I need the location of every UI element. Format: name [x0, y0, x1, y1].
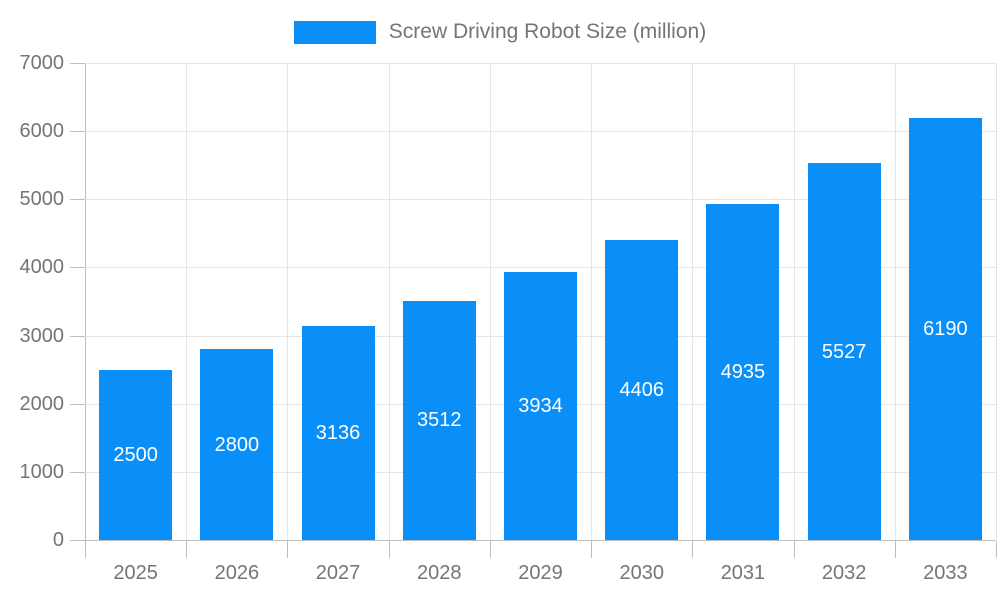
x-tick	[186, 541, 188, 558]
bar-2026: 2800	[200, 349, 274, 540]
v-gridline	[692, 63, 694, 540]
v-gridline	[996, 63, 997, 540]
y-tick	[70, 63, 85, 64]
h-gridline	[85, 131, 996, 133]
h-gridline	[85, 63, 996, 64]
plot-area: 2500 2800 3136 3512 3934 4406 4935 5527 6190	[85, 63, 997, 540]
y-axis-label: 2000	[19, 392, 65, 415]
y-axis-label: 4000	[19, 256, 65, 279]
x-axis-label: 2031	[720, 562, 766, 584]
bar-value-label: 4406	[619, 378, 664, 401]
x-tick	[996, 541, 997, 558]
y-tick	[70, 131, 85, 133]
y-axis-label: 7000	[19, 52, 65, 74]
y-tick	[70, 471, 85, 473]
bar-value-label: 2800	[214, 433, 260, 456]
bar-2032: 5527	[807, 163, 881, 540]
h-gridline	[85, 199, 996, 201]
x-axis-label: 2030	[619, 562, 664, 584]
bar-value-label: 2500	[113, 443, 158, 466]
bar-value-label: 5527	[821, 340, 867, 363]
v-gridline	[186, 63, 188, 540]
bar-value-label: 3136	[315, 422, 361, 445]
bar-value-label: 3512	[417, 409, 462, 432]
bar-value-label: 3934	[518, 394, 563, 417]
x-axis-label: 2029	[518, 562, 563, 584]
bar-2027: 3136	[301, 326, 375, 540]
x-tick	[591, 541, 593, 558]
legend-label: Screw Driving Robot Size (million)	[388, 20, 707, 43]
x-tick	[388, 541, 390, 558]
x-axis-label: 2027	[315, 562, 361, 584]
x-tick	[894, 541, 896, 558]
bar-2030: 4406	[605, 239, 679, 540]
x-axis-label: 2025	[113, 562, 158, 584]
x-axis-label: 2026	[214, 562, 260, 584]
v-gridline	[287, 63, 289, 540]
y-tick	[70, 403, 85, 405]
bar-value-label: 4935	[720, 360, 766, 383]
x-axis-label: 2028	[417, 562, 462, 584]
x-tick	[793, 541, 795, 558]
legend-swatch-icon	[293, 20, 376, 44]
y-axis-label: 5000	[19, 188, 65, 211]
chart-legend: Screw Driving Robot Size (million)	[0, 20, 1000, 44]
v-gridline	[793, 63, 795, 540]
x-axis-line	[85, 540, 996, 541]
x-axis-label: 2033	[923, 562, 968, 584]
v-gridline	[489, 63, 491, 540]
y-tick	[70, 335, 85, 337]
y-tick	[70, 267, 85, 269]
y-axis-label: 6000	[19, 120, 65, 143]
y-tick	[70, 199, 85, 201]
x-axis-label: 2032	[821, 562, 867, 584]
v-gridline	[591, 63, 593, 540]
x-tick	[287, 541, 289, 558]
bar-2029: 3934	[504, 271, 577, 540]
y-tick	[70, 540, 85, 541]
bar-value-label: 6190	[923, 318, 968, 341]
h-gridline	[85, 267, 996, 269]
x-tick	[489, 541, 491, 558]
y-axis-label: 0	[52, 529, 64, 551]
bar-2028: 3512	[402, 300, 476, 540]
v-gridline	[388, 63, 390, 540]
v-gridline	[894, 63, 896, 540]
y-axis-label: 1000	[19, 460, 65, 483]
legend-item-series[interactable]: Screw Driving Robot Size (million)	[293, 20, 707, 44]
bar-2031: 4935	[706, 203, 780, 540]
y-axis-label: 3000	[19, 324, 65, 347]
y-axis-line	[85, 63, 86, 558]
bar-2033: 6190	[908, 118, 982, 540]
bar-2025: 2500	[99, 369, 173, 540]
x-tick	[692, 541, 694, 558]
